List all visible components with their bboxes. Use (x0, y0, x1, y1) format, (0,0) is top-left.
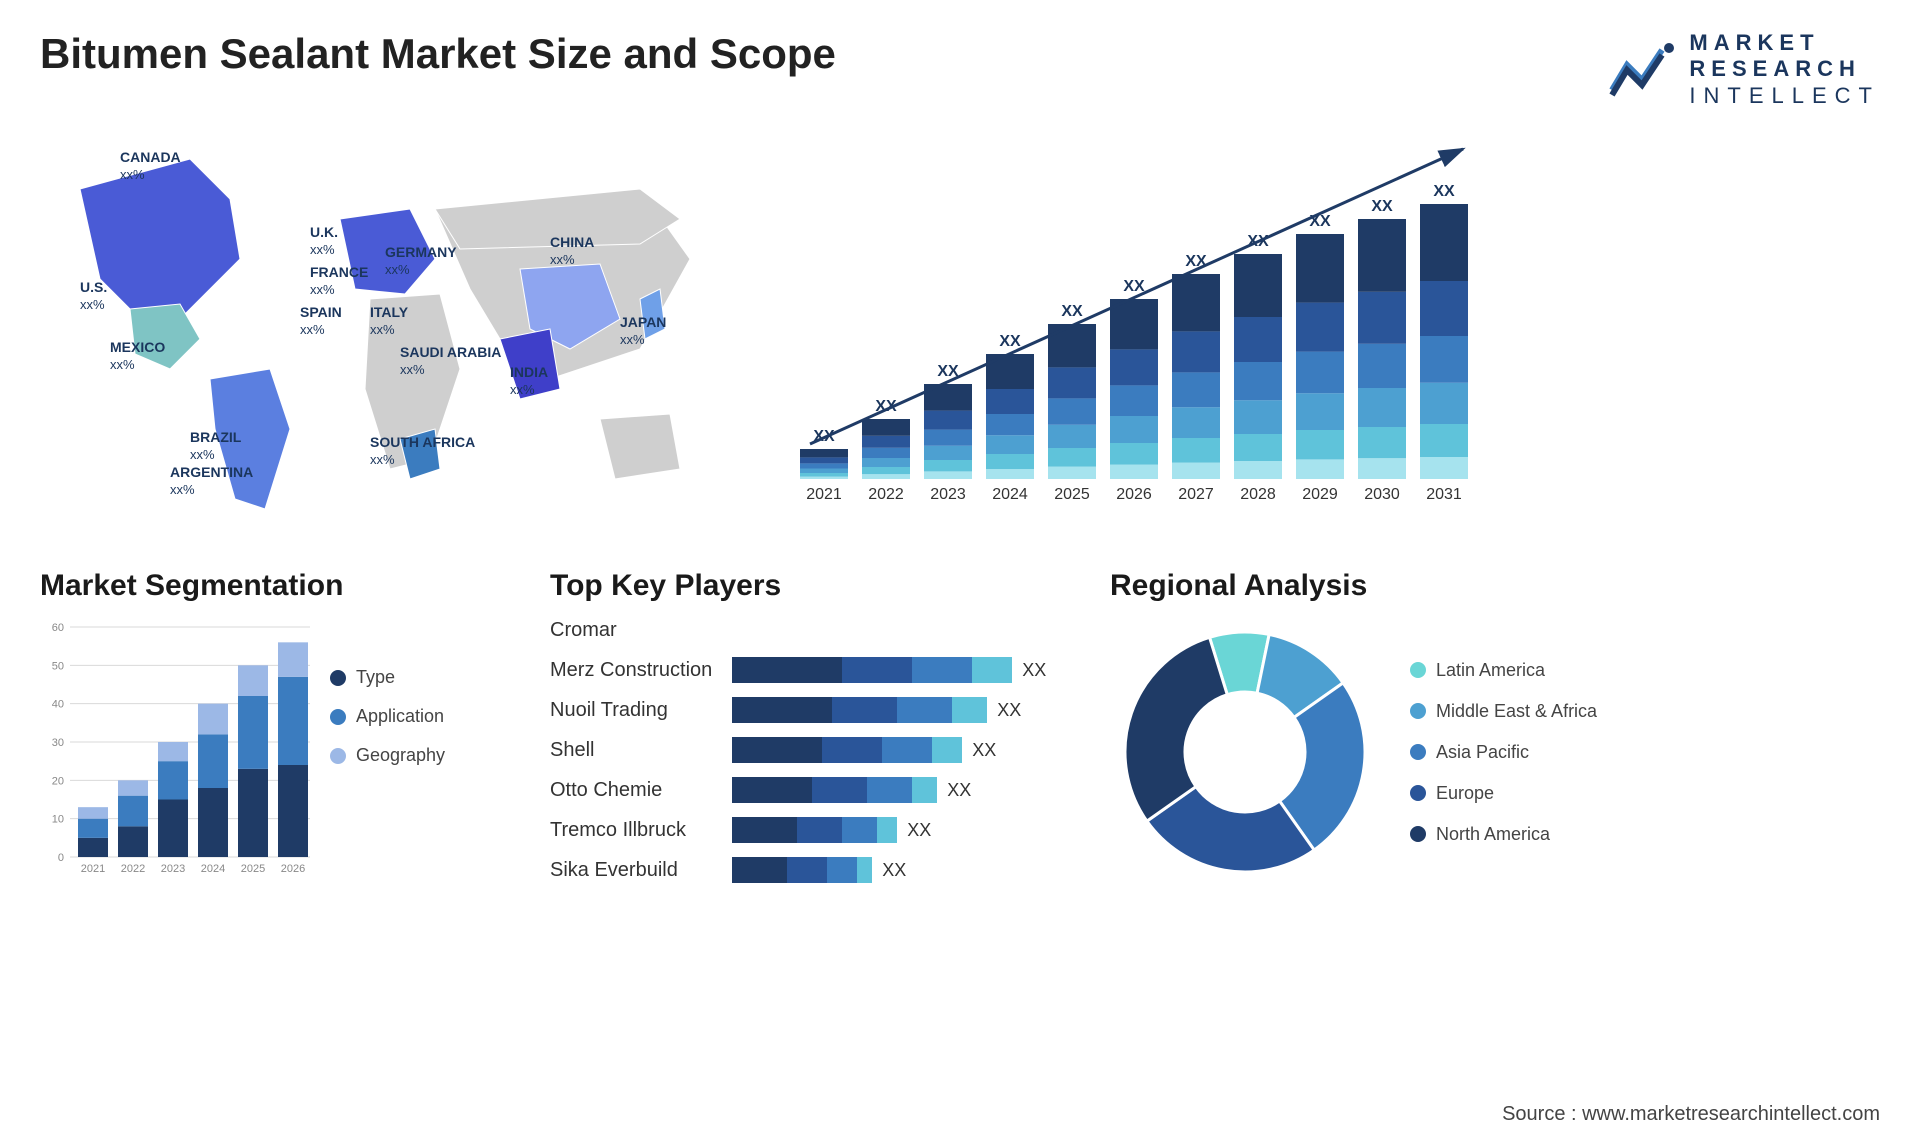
growth-bar-chart: XX2021XX2022XX2023XX2024XX2025XX2026XX20… (780, 129, 1880, 529)
player-name: Nuoil Trading (550, 697, 712, 723)
logo-icon (1607, 40, 1677, 100)
world-map: CANADAxx% U.S.xx%MEXICOxx% BRAZILxx%ARGENT… (40, 129, 740, 529)
regional-donut (1110, 617, 1380, 887)
logo-line2: RESEARCH (1689, 56, 1880, 82)
map-label: SAUDI ARABIAxx% (400, 344, 501, 378)
player-bar-row: XX (732, 737, 1046, 763)
svg-text:2023: 2023 (161, 863, 185, 875)
svg-text:XX: XX (1433, 183, 1455, 200)
svg-text:2023: 2023 (930, 486, 966, 503)
svg-text:2029: 2029 (1302, 486, 1338, 503)
legend-item: Middle East & Africa (1410, 701, 1597, 722)
player-bar-row (732, 617, 1046, 643)
svg-text:50: 50 (52, 661, 64, 673)
logo-line3: INTELLECT (1689, 83, 1880, 109)
page-title: Bitumen Sealant Market Size and Scope (40, 30, 836, 78)
svg-text:10: 10 (52, 814, 64, 826)
map-label: BRAZILxx% (190, 429, 241, 463)
legend-item: Europe (1410, 783, 1597, 804)
player-bar-row: XX (732, 817, 1046, 843)
map-label: FRANCExx% (310, 264, 368, 298)
players-bars: XX XX XX XX XX XX (732, 617, 1046, 883)
svg-text:2021: 2021 (806, 486, 842, 503)
svg-text:2024: 2024 (201, 863, 225, 875)
segmentation-title: Market Segmentation (40, 569, 510, 603)
player-bar-row: XX (732, 697, 1046, 723)
svg-text:2022: 2022 (121, 863, 145, 875)
map-label: SOUTH AFRICAxx% (370, 434, 475, 468)
legend-item: Type (330, 667, 445, 688)
legend-item: Geography (330, 745, 445, 766)
regional-legend: Latin America Middle East & Africa Asia Pa… (1410, 660, 1597, 845)
svg-text:2031: 2031 (1426, 486, 1462, 503)
players-section: Top Key Players Cromar Merz Construction N… (550, 569, 1070, 887)
source-text: Source : www.marketresearchintellect.com (1502, 1103, 1880, 1126)
logo: MARKET RESEARCH INTELLECT (1607, 30, 1880, 109)
svg-text:40: 40 (52, 699, 64, 711)
map-label: ITALYxx% (370, 304, 408, 338)
player-name: Tremco Illbruck (550, 817, 712, 843)
player-name: Cromar (550, 617, 712, 643)
segmentation-legend: Type Application Geography (330, 617, 445, 887)
map-label: ARGENTINAxx% (170, 464, 253, 498)
svg-text:2022: 2022 (868, 486, 904, 503)
map-label: JAPANxx% (620, 314, 666, 348)
svg-text:0: 0 (58, 852, 64, 864)
svg-text:2028: 2028 (1240, 486, 1276, 503)
map-label: SPAINxx% (300, 304, 342, 338)
svg-text:2024: 2024 (992, 486, 1028, 503)
map-label: GERMANYxx% (385, 244, 457, 278)
svg-text:2026: 2026 (281, 863, 305, 875)
logo-line1: MARKET (1689, 30, 1880, 56)
svg-text:60: 60 (52, 622, 64, 634)
players-labels: Cromar Merz Construction Nuoil Trading Shel… (550, 617, 712, 883)
regional-section: Regional Analysis Latin America Middle Ea… (1110, 569, 1880, 887)
segmentation-chart: 0 10 20 30 40 50 60 2021 2022 2023 2024 2025 2026 (40, 617, 310, 887)
map-label: U.K.xx% (310, 224, 338, 258)
segmentation-section: Market Segmentation 0 10 20 30 40 50 60 2021 202… (40, 569, 510, 887)
svg-text:2025: 2025 (241, 863, 265, 875)
player-name: Merz Construction (550, 657, 712, 683)
svg-text:XX: XX (1123, 278, 1145, 295)
svg-text:30: 30 (52, 737, 64, 749)
player-name: Sika Everbuild (550, 857, 712, 883)
svg-text:XX: XX (1061, 303, 1083, 320)
legend-item: Latin America (1410, 660, 1597, 681)
player-name: Shell (550, 737, 712, 763)
player-name: Otto Chemie (550, 777, 712, 803)
legend-item: North America (1410, 824, 1597, 845)
legend-item: Application (330, 706, 445, 727)
player-bar-row: XX (732, 657, 1046, 683)
svg-text:2030: 2030 (1364, 486, 1400, 503)
players-title: Top Key Players (550, 569, 1070, 603)
legend-item: Asia Pacific (1410, 742, 1597, 763)
map-label: CANADAxx% (120, 149, 181, 183)
svg-text:XX: XX (1371, 198, 1393, 215)
player-bar-row: XX (732, 857, 1046, 883)
svg-text:XX: XX (999, 333, 1021, 350)
map-label: INDIAxx% (510, 364, 548, 398)
svg-text:2025: 2025 (1054, 486, 1090, 503)
map-label: MEXICOxx% (110, 339, 165, 373)
map-label: U.S.xx% (80, 279, 107, 313)
player-bar-row: XX (732, 777, 1046, 803)
map-label: CHINAxx% (550, 234, 594, 268)
svg-text:2026: 2026 (1116, 486, 1152, 503)
svg-text:20: 20 (52, 776, 64, 788)
regional-title: Regional Analysis (1110, 569, 1880, 603)
svg-text:2027: 2027 (1178, 486, 1214, 503)
svg-text:2021: 2021 (81, 863, 105, 875)
